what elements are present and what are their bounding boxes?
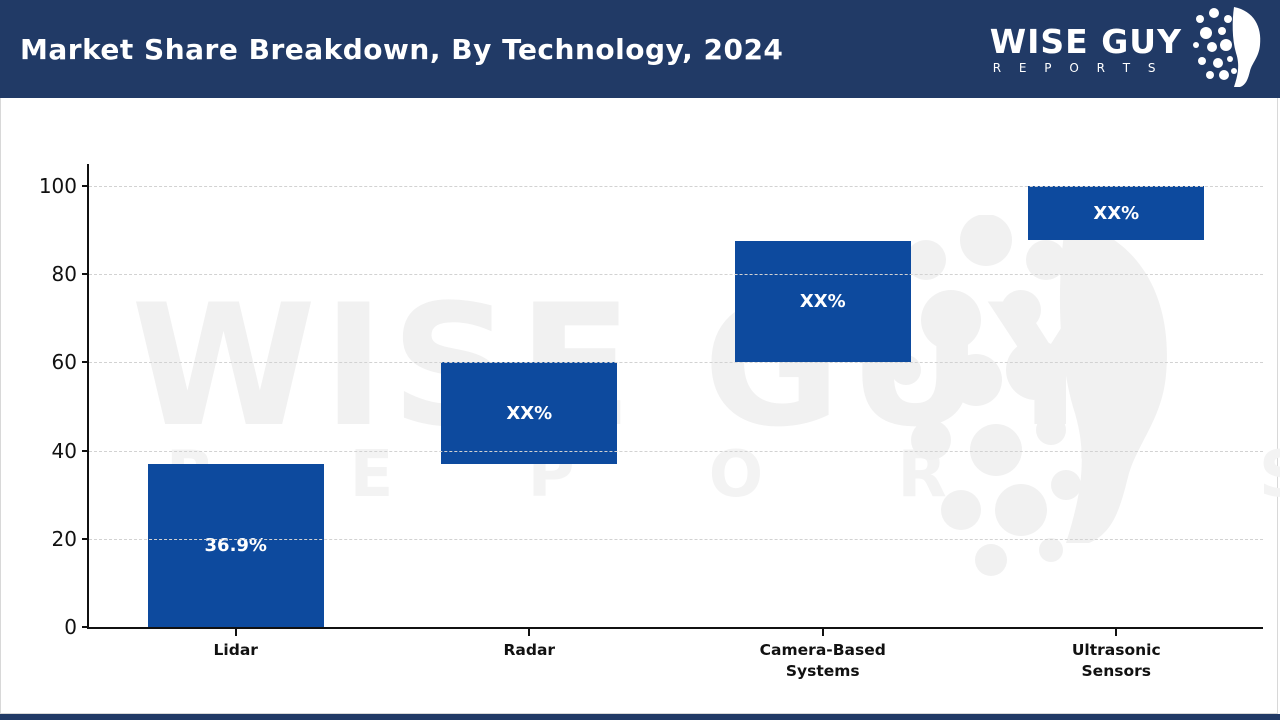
x-tick (528, 629, 531, 636)
y-tick-label: 80 (51, 262, 77, 287)
bar-camera-based-systems: XX% (734, 241, 911, 363)
y-tick-40 (82, 449, 89, 452)
y-tick-80 (82, 273, 89, 276)
y-tick-label: 40 (51, 438, 77, 463)
x-tick-label: Ultrasonic Sensors (1071, 641, 1161, 680)
x-tick (234, 629, 237, 636)
bar-ultrasonic-sensors: XX% (1028, 186, 1205, 241)
logo-face-dots-icon (1188, 5, 1266, 93)
gridline-40 (89, 450, 1263, 452)
y-tick-100 (82, 185, 89, 187)
bar-radar: XX% (441, 362, 618, 465)
y-tick-label: 0 (64, 615, 77, 639)
y-tick-0 (82, 626, 89, 628)
watermark-face-dots-icon (881, 214, 1181, 589)
x-tick-label: Lidar (213, 641, 258, 659)
bar-value-label: XX% (506, 402, 553, 424)
x-tick (1115, 629, 1118, 636)
header-bar: Market Share Breakdown, By Technology, 2… (0, 0, 1280, 98)
y-tick-60 (82, 361, 89, 364)
brand-logo-text: WISE GUY R E P O R T S (990, 25, 1182, 74)
bar-value-label: XX% (799, 291, 846, 313)
brand-name: WISE GUY (989, 21, 1182, 61)
brand-logo: WISE GUY R E P O R T S (990, 5, 1266, 93)
x-axis-line (87, 627, 1263, 629)
x-tick (821, 629, 824, 636)
bar-value-label: XX% (1093, 202, 1140, 224)
y-tick-label: 20 (51, 526, 77, 551)
x-tick-label: Camera-Based Systems (759, 641, 886, 680)
gridline-60 (89, 362, 1263, 364)
bar-value-label: 36.9% (204, 535, 267, 557)
footer-bar (0, 714, 1280, 720)
chart-area: WISE GUY R E P O R T S 0 20 40 60 80 100 (0, 98, 1280, 714)
y-axis-line (87, 164, 89, 629)
gridline-20 (89, 538, 1263, 540)
y-tick-label: 60 (51, 350, 77, 375)
gridline-100 (89, 186, 1263, 187)
y-tick-label: 100 (38, 174, 77, 198)
gridline-80 (89, 274, 1263, 276)
bar-lidar: 36.9% (147, 464, 324, 627)
x-tick-label: Radar (503, 641, 556, 659)
y-tick-20 (82, 537, 89, 540)
page-title: Market Share Breakdown, By Technology, 2… (20, 32, 784, 66)
brand-subtitle: R E P O R T S (992, 60, 1163, 75)
